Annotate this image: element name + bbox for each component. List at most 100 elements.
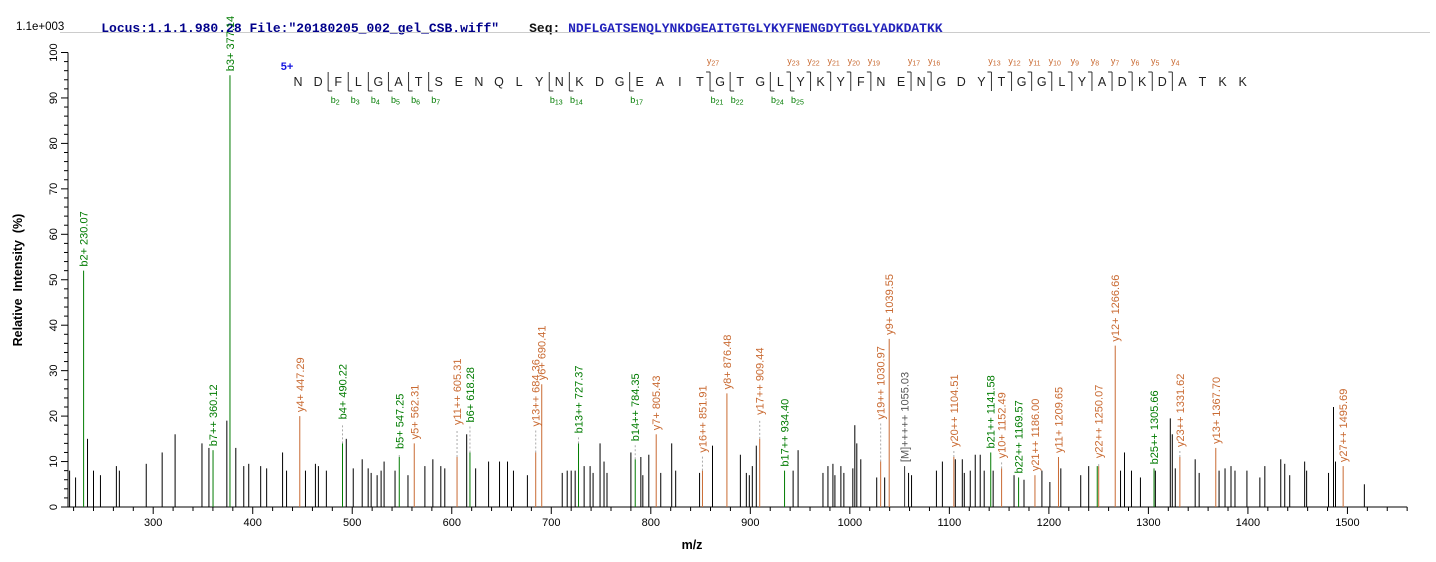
peak-label: y10+ 1152.49: [997, 392, 1009, 458]
peak-label: b4+ 490.22: [338, 364, 350, 419]
peak-label: b5+ 547.25: [394, 394, 406, 449]
residue-letter: G: [1017, 75, 1027, 89]
b-site-label: b21: [711, 95, 724, 107]
b-site-label: b25: [791, 95, 804, 107]
residue-letter: Y: [977, 75, 986, 89]
peak-label: b25++ 1305.66: [1149, 390, 1161, 464]
peak-label: y6+ 690.41: [537, 326, 549, 381]
peak-label: y19++ 1030.97: [876, 346, 888, 419]
x-tick-label: 1000: [838, 517, 862, 529]
b-site-label: b2: [331, 95, 340, 107]
y-site-label: y6: [1131, 56, 1140, 68]
y-site-label: y13: [988, 56, 1000, 68]
y-site-label: y27: [707, 56, 719, 68]
peak-label: y12+ 1266.66: [1110, 275, 1122, 342]
residue-letter: K: [816, 75, 825, 89]
y-site-label: y16: [928, 56, 940, 68]
y-tick-label: 50: [48, 274, 60, 286]
residue-letter: K: [1138, 75, 1147, 89]
b-site-label: b13: [550, 95, 563, 107]
peak-label: b7++ 360.12: [208, 384, 220, 446]
peak-label: b14++ 784.35: [630, 373, 642, 441]
x-tick-label: 1300: [1136, 517, 1160, 529]
x-axis-title: m/z: [682, 538, 703, 552]
x-tick-label: 900: [741, 517, 759, 529]
y-site-label: y4: [1171, 56, 1180, 68]
x-tick-label: 600: [443, 517, 461, 529]
y-site-label: y23: [787, 56, 799, 68]
peak-label: b2+ 230.07: [79, 211, 91, 266]
residue-letter: T: [736, 75, 744, 89]
residue-letter: L: [516, 75, 523, 89]
residue-letter: D: [957, 75, 966, 89]
peak-label: b17++ 934.40: [780, 399, 792, 467]
axes-layer: 0 10 20 30 40 50 60 70 80 90 100 300 400 500 600 700 800…: [48, 43, 1408, 529]
x-tick-label: 700: [542, 517, 560, 529]
x-tick-label: 1400: [1236, 517, 1260, 529]
residue-letter: L: [777, 75, 784, 89]
residue-letter: E: [455, 75, 463, 89]
residue-letter: N: [474, 75, 483, 89]
b-site-label: b22: [731, 95, 744, 107]
residue-letter: D: [1118, 75, 1127, 89]
residue-letter: S: [435, 75, 443, 89]
residue-letter: N: [876, 75, 885, 89]
y-site-label: y9: [1071, 56, 1080, 68]
residue-letter: G: [936, 75, 946, 89]
y-site-label: y20: [848, 56, 860, 68]
y-site-label: y22: [807, 56, 819, 68]
residue-letter: G: [615, 75, 625, 89]
b-site-label: b5: [391, 95, 400, 107]
residue-letter: F: [334, 75, 342, 89]
peak-label: b3+ 377.14: [225, 16, 237, 71]
b-site-label: b7: [431, 95, 440, 107]
peaks-layer: b2+ 230.07 b7++ 360.12 b3+ 377.14 y4+ 447.2…: [69, 16, 1365, 507]
residue-letter: N: [555, 75, 564, 89]
peak-label: b13++ 727.37: [574, 365, 586, 433]
y-tick-label: 10: [48, 455, 60, 467]
residue-letter: L: [355, 75, 362, 89]
residue-letter: Y: [796, 75, 805, 89]
residue-letter: Q: [494, 75, 504, 89]
residue-letter: K: [1218, 75, 1227, 89]
residue-letter: T: [1199, 75, 1207, 89]
y-tick-label: 80: [48, 137, 60, 149]
y-axis-title: Relative Intensity (%): [11, 214, 25, 347]
y-site-label: y19: [868, 56, 880, 68]
residue-letter: Y: [837, 75, 846, 89]
residue-letter: E: [636, 75, 644, 89]
y-site-label: y11: [1029, 56, 1041, 68]
residue-letter: A: [1178, 75, 1187, 89]
y-site-label: y5: [1151, 56, 1160, 68]
y-tick-label: 70: [48, 183, 60, 195]
y-tick-label: 60: [48, 228, 60, 240]
residue-letter: I: [678, 75, 681, 89]
x-tick-label: 500: [343, 517, 361, 529]
peak-label: y21++ 1186.00: [1030, 399, 1042, 472]
y-site-label: y10: [1049, 56, 1061, 68]
peak-label: y22++ 1250.07: [1094, 385, 1106, 458]
b-site-label: b6: [411, 95, 420, 107]
residue-letter: D: [1158, 75, 1167, 89]
residue-letter: A: [394, 75, 403, 89]
peak-label: b21++ 1141.58: [986, 375, 998, 448]
residue-letter: N: [293, 75, 302, 89]
residue-letter: D: [595, 75, 604, 89]
residue-letter: G: [1037, 75, 1047, 89]
peak-label: b22++ 1169.57: [1014, 400, 1026, 473]
b-site-label: b14: [570, 95, 583, 107]
residue-letter: Y: [1078, 75, 1087, 89]
residue-letter: A: [656, 75, 665, 89]
y-tick-label: 20: [48, 410, 60, 422]
peak-label: y8+ 876.48: [722, 335, 734, 390]
peak-label: [M]+++++ 1055.03: [900, 372, 912, 462]
x-tick-label: 800: [642, 517, 660, 529]
x-tick-label: 1500: [1335, 517, 1359, 529]
residue-letter: A: [1098, 75, 1107, 89]
y-site-label: y7: [1111, 56, 1120, 68]
peak-label: y23++ 1331.62: [1175, 374, 1187, 447]
residue-letter: D: [314, 75, 323, 89]
precursor-charge-label: 5+: [281, 61, 294, 73]
